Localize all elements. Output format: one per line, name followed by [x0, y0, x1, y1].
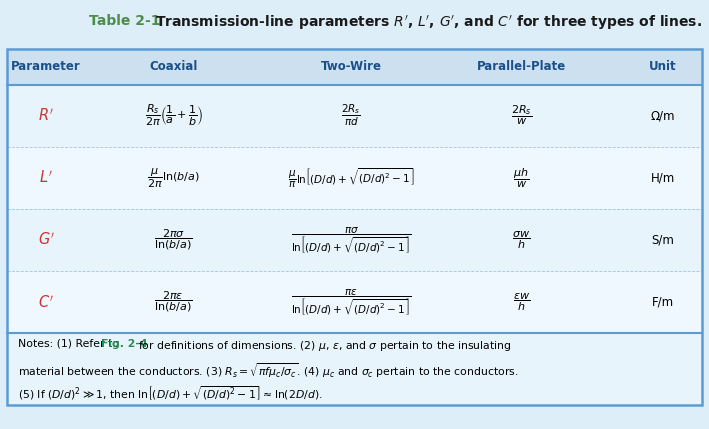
Text: $L'$: $L'$ [39, 169, 53, 186]
Text: $\Omega$/m: $\Omega$/m [650, 109, 676, 123]
Text: $\dfrac{R_s}{2\pi}\left(\dfrac{1}{a}+\dfrac{1}{b}\right)$: $\dfrac{R_s}{2\pi}\left(\dfrac{1}{a}+\df… [145, 103, 203, 128]
Text: $R'$: $R'$ [38, 107, 54, 124]
Text: Two-Wire: Two-Wire [320, 60, 381, 73]
Text: Notes: (1) Refer to: Notes: (1) Refer to [18, 339, 122, 349]
Text: Fig. 2-4: Fig. 2-4 [101, 339, 148, 349]
Text: $\dfrac{2R_s}{\pi d}$: $\dfrac{2R_s}{\pi d}$ [341, 103, 361, 128]
FancyBboxPatch shape [7, 147, 702, 209]
Text: $\dfrac{2R_s}{w}$: $\dfrac{2R_s}{w}$ [510, 104, 532, 127]
Text: Parameter: Parameter [11, 60, 81, 73]
Text: $\dfrac{2\pi\sigma}{\ln(b/a)}$: $\dfrac{2\pi\sigma}{\ln(b/a)}$ [155, 228, 193, 252]
Text: $G'$: $G'$ [38, 232, 55, 248]
Text: Transmission-line parameters $R'$, $L'$, $G'$, and $C'$ for three types of lines: Transmission-line parameters $R'$, $L'$,… [155, 14, 702, 32]
Text: H/m: H/m [651, 171, 675, 184]
Text: for definitions of dimensions. (2) $\mu$, $\epsilon$, and $\sigma$ pertain to th: for definitions of dimensions. (2) $\mu$… [138, 339, 512, 353]
Text: $\dfrac{\sigma w}{h}$: $\dfrac{\sigma w}{h}$ [512, 229, 530, 251]
FancyBboxPatch shape [7, 49, 702, 85]
Text: $\dfrac{\epsilon w}{h}$: $\dfrac{\epsilon w}{h}$ [513, 291, 530, 313]
Text: material between the conductors. (3) $R_s = \sqrt{\pi f \mu_c/\sigma_c}$. (4) $\: material between the conductors. (3) $R_… [18, 362, 518, 381]
Text: Parallel-Plate: Parallel-Plate [476, 60, 566, 73]
Text: (5) If $(D/d)^2 \gg 1$, then $\ln\!\left[(D/d)+\sqrt{(D/d)^2-1}\right] \approx \: (5) If $(D/d)^2 \gg 1$, then $\ln\!\left… [18, 384, 323, 402]
Text: $\dfrac{\mu h}{w}$: $\dfrac{\mu h}{w}$ [513, 166, 529, 190]
FancyBboxPatch shape [7, 85, 702, 147]
Text: $\dfrac{2\pi\epsilon}{\ln(b/a)}$: $\dfrac{2\pi\epsilon}{\ln(b/a)}$ [155, 290, 193, 314]
Text: F/m: F/m [652, 296, 674, 309]
Text: $\dfrac{\pi\sigma}{\ln\!\left[(D/d)+\sqrt{(D/d)^2-1}\right]}$: $\dfrac{\pi\sigma}{\ln\!\left[(D/d)+\sqr… [291, 225, 411, 255]
Text: $C'$: $C'$ [38, 294, 54, 311]
Text: S/m: S/m [652, 233, 674, 247]
Text: $\dfrac{\mu}{\pi}\ln\!\left[(D/d)+\sqrt{(D/d)^2-1}\right]$: $\dfrac{\mu}{\pi}\ln\!\left[(D/d)+\sqrt{… [288, 166, 414, 190]
FancyBboxPatch shape [7, 271, 702, 333]
Text: $\dfrac{\pi\epsilon}{\ln\!\left[(D/d)+\sqrt{(D/d)^2-1}\right]}$: $\dfrac{\pi\epsilon}{\ln\!\left[(D/d)+\s… [291, 287, 411, 317]
FancyBboxPatch shape [7, 333, 702, 405]
Text: Coaxial: Coaxial [150, 60, 198, 73]
Text: Unit: Unit [649, 60, 676, 73]
FancyBboxPatch shape [7, 209, 702, 271]
Text: $\dfrac{\mu}{2\pi}\ln(b/a)$: $\dfrac{\mu}{2\pi}\ln(b/a)$ [147, 166, 200, 190]
Text: Table 2-1: Table 2-1 [89, 14, 160, 28]
